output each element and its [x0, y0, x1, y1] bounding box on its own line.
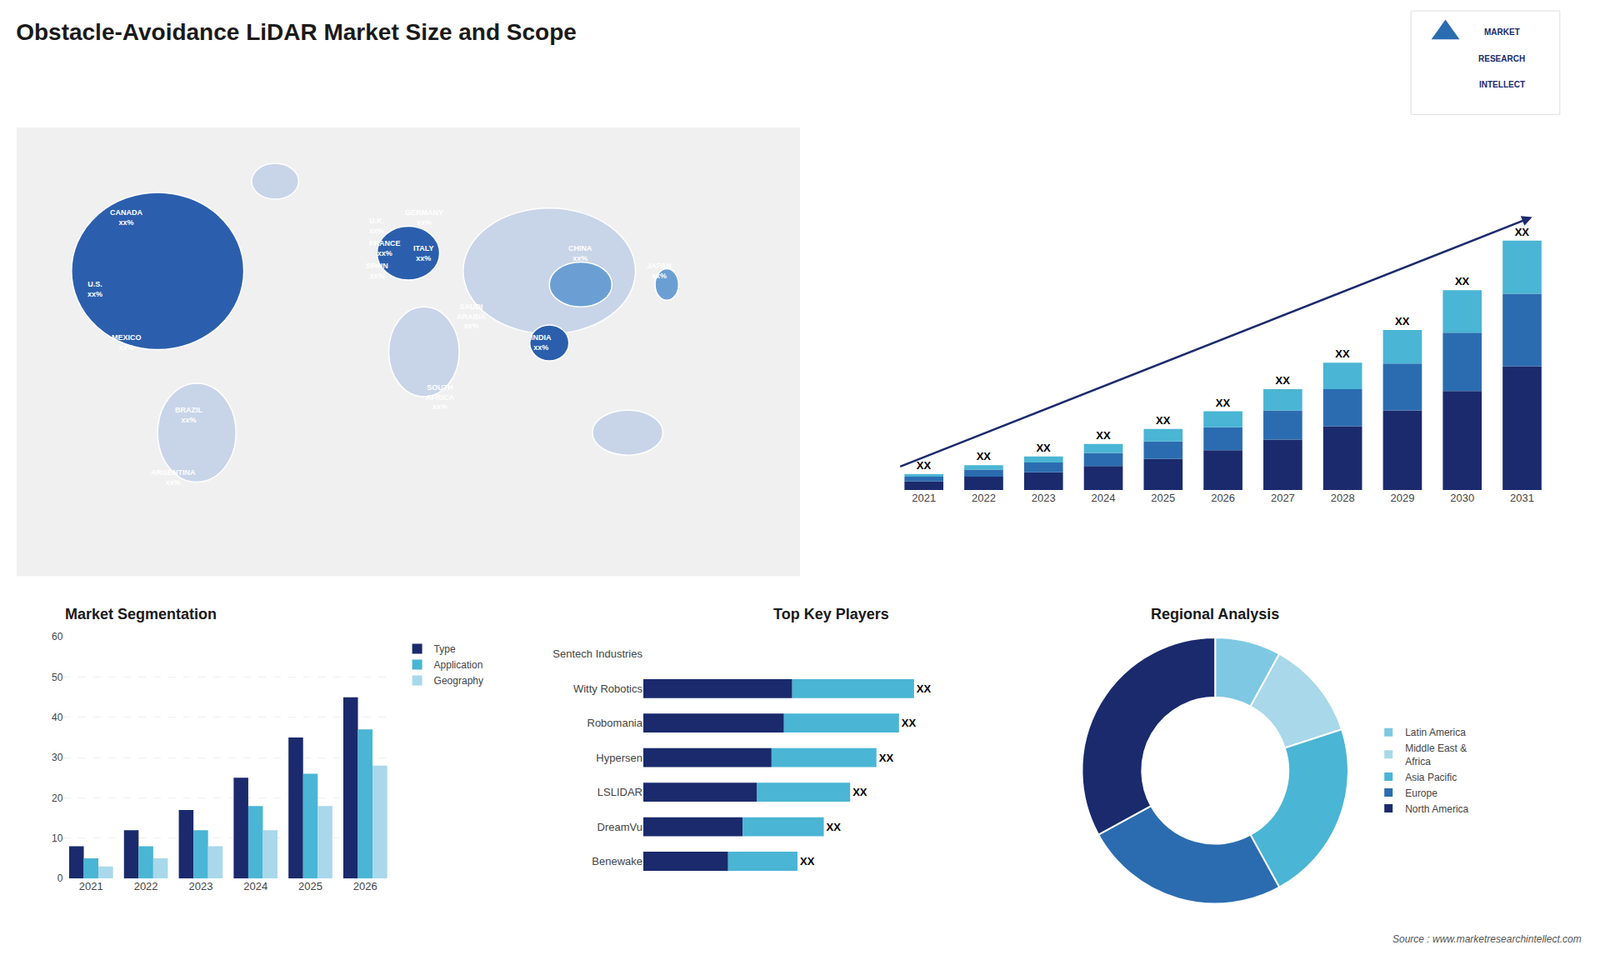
svg-text:2024: 2024 — [1091, 491, 1116, 505]
svg-text:ITALYxx%: ITALYxx% — [413, 244, 435, 263]
svg-text:2022: 2022 — [971, 491, 996, 505]
svg-text:JAPANxx%: JAPANxx% — [646, 261, 672, 280]
svg-text:Europe: Europe — [1405, 787, 1438, 800]
svg-text:2026: 2026 — [353, 880, 378, 893]
svg-text:2021: 2021 — [79, 880, 104, 893]
svg-text:2031: 2031 — [1510, 491, 1535, 505]
svg-text:XX: XX — [1455, 275, 1470, 288]
svg-text:ARGENTINAxx%: ARGENTINAxx% — [150, 468, 196, 487]
svg-text:XX: XX — [852, 785, 868, 799]
svg-text:2021: 2021 — [911, 491, 936, 505]
svg-text:INDIAxx%: INDIAxx% — [530, 333, 552, 352]
svg-text:2025: 2025 — [1150, 491, 1175, 505]
svg-text:60: 60 — [51, 630, 64, 643]
svg-text:Sentech Industries: Sentech Industries — [552, 647, 643, 660]
svg-text:XX: XX — [1395, 315, 1410, 328]
svg-text:40: 40 — [51, 711, 64, 724]
svg-text:XX: XX — [916, 682, 932, 695]
svg-text:XX: XX — [901, 716, 917, 730]
svg-text:2024: 2024 — [243, 880, 268, 893]
svg-text:Latin America: Latin America — [1405, 726, 1466, 739]
svg-text:XX: XX — [1035, 441, 1051, 455]
svg-text:North America: North America — [1405, 803, 1469, 815]
svg-text:CANADAxx%: CANADAxx% — [110, 208, 143, 227]
svg-text:0: 0 — [57, 872, 64, 885]
svg-text:FRANCExx%: FRANCExx% — [369, 239, 401, 258]
svg-text:50: 50 — [51, 671, 64, 684]
svg-text:RESEARCH: RESEARCH — [1478, 54, 1525, 64]
svg-text:XX: XX — [1095, 429, 1111, 442]
svg-text:Asia Pacific: Asia Pacific — [1405, 771, 1457, 784]
svg-text:LSLIDAR: LSLIDAR — [597, 785, 643, 799]
svg-text:Obstacle-Avoidance LiDAR Marke: Obstacle-Avoidance LiDAR Market Size and… — [15, 19, 577, 45]
svg-text:Regional Analysis: Regional Analysis — [1150, 605, 1280, 623]
svg-text:Middle East &Africa: Middle East &Africa — [1405, 742, 1467, 768]
svg-text:BRAZILxx%: BRAZILxx% — [175, 405, 203, 425]
svg-text:Top Key Players: Top Key Players — [773, 605, 890, 623]
svg-text:2029: 2029 — [1390, 491, 1415, 505]
svg-text:XX: XX — [916, 459, 932, 472]
svg-text:DreamVu: DreamVu — [597, 820, 643, 834]
svg-text:SOUTHAFRICAxx%: SOUTHAFRICAxx% — [425, 383, 455, 411]
svg-text:XX: XX — [879, 751, 895, 765]
svg-text:Hypersen: Hypersen — [595, 751, 643, 765]
svg-text:XX: XX — [826, 820, 842, 834]
svg-text:Source : www.marketresearchint: Source : www.marketresearchintellect.com — [1392, 933, 1582, 945]
svg-text:MARKET: MARKET — [1484, 27, 1520, 37]
svg-text:Benewake: Benewake — [591, 855, 643, 868]
svg-text:2028: 2028 — [1330, 491, 1355, 505]
svg-text:2022: 2022 — [134, 880, 159, 893]
svg-text:INTELLECT: INTELLECT — [1479, 80, 1525, 90]
svg-text:2023: 2023 — [188, 880, 213, 893]
svg-text:Application: Application — [434, 659, 484, 671]
svg-text:GERMANYxx%: GERMANYxx% — [405, 208, 444, 227]
svg-text:Robomania: Robomania — [587, 716, 644, 730]
svg-text:SPAINxx%: SPAINxx% — [365, 261, 389, 280]
svg-text:2030: 2030 — [1450, 491, 1475, 505]
svg-text:U.K.xx%: U.K.xx% — [369, 216, 385, 235]
svg-text:Type: Type — [434, 643, 456, 655]
svg-text:2023: 2023 — [1031, 491, 1056, 505]
svg-text:Geography: Geography — [434, 675, 484, 687]
svg-text:2026: 2026 — [1210, 491, 1235, 505]
svg-text:Witty Robotics: Witty Robotics — [573, 682, 644, 695]
svg-text:XX: XX — [800, 855, 815, 868]
svg-text:Market Segmentation: Market Segmentation — [65, 605, 217, 623]
svg-text:MEXICOxx%: MEXICOxx% — [111, 333, 142, 352]
svg-text:SAUDIARABIAxx%: SAUDIARABIAxx% — [456, 302, 486, 330]
svg-text:XX: XX — [976, 450, 992, 463]
svg-text:2025: 2025 — [298, 880, 323, 893]
svg-text:20: 20 — [51, 792, 64, 805]
svg-text:30: 30 — [51, 751, 64, 764]
svg-text:2027: 2027 — [1270, 491, 1295, 505]
svg-text:U.S.xx%: U.S.xx% — [87, 280, 103, 299]
svg-text:XX: XX — [1275, 374, 1291, 387]
svg-text:XX: XX — [1215, 396, 1231, 410]
svg-text:XX: XX — [1155, 414, 1171, 427]
svg-text:XX: XX — [1515, 225, 1530, 239]
svg-text:CHINAxx%: CHINAxx% — [568, 244, 593, 263]
svg-text:10: 10 — [51, 832, 64, 845]
svg-text:XX: XX — [1335, 347, 1350, 360]
